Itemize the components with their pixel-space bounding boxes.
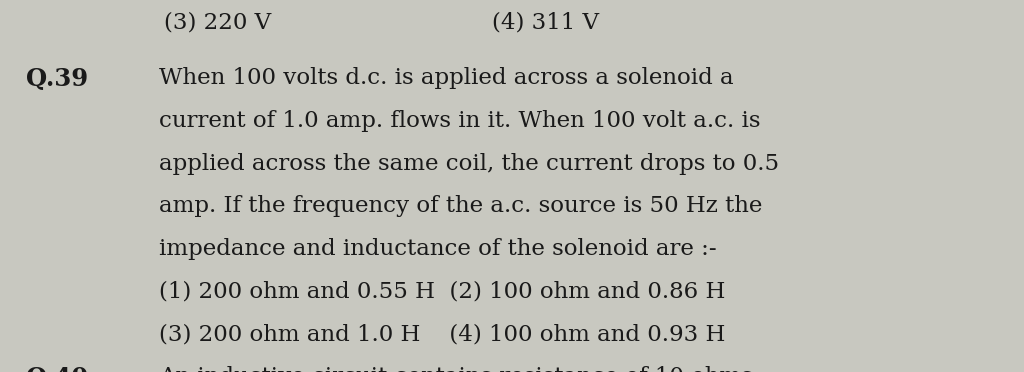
Text: amp. If the frequency of the a.c. source is 50 Hz the: amp. If the frequency of the a.c. source… <box>159 195 762 217</box>
Text: (1) 200 ohm and 0.55 H  (2) 100 ohm and 0.86 H: (1) 200 ohm and 0.55 H (2) 100 ohm and 0… <box>159 281 725 303</box>
Text: An inductive circuit contains resistance of 10 ohms: An inductive circuit contains resistance… <box>159 366 753 372</box>
Text: Q.39: Q.39 <box>26 67 88 91</box>
Text: (4) 311 V: (4) 311 V <box>492 11 598 33</box>
Text: current of 1.0 amp. flows in it. When 100 volt a.c. is: current of 1.0 amp. flows in it. When 10… <box>159 110 760 132</box>
Text: Q.40: Q.40 <box>26 366 88 372</box>
Text: impedance and inductance of the solenoid are :-: impedance and inductance of the solenoid… <box>159 238 717 260</box>
Text: (3) 200 ohm and 1.0 H    (4) 100 ohm and 0.93 H: (3) 200 ohm and 1.0 H (4) 100 ohm and 0.… <box>159 324 725 346</box>
Text: (3) 220 V: (3) 220 V <box>164 11 271 33</box>
Text: applied across the same coil, the current drops to 0.5: applied across the same coil, the curren… <box>159 153 779 174</box>
Text: When 100 volts d.c. is applied across a solenoid a: When 100 volts d.c. is applied across a … <box>159 67 733 89</box>
